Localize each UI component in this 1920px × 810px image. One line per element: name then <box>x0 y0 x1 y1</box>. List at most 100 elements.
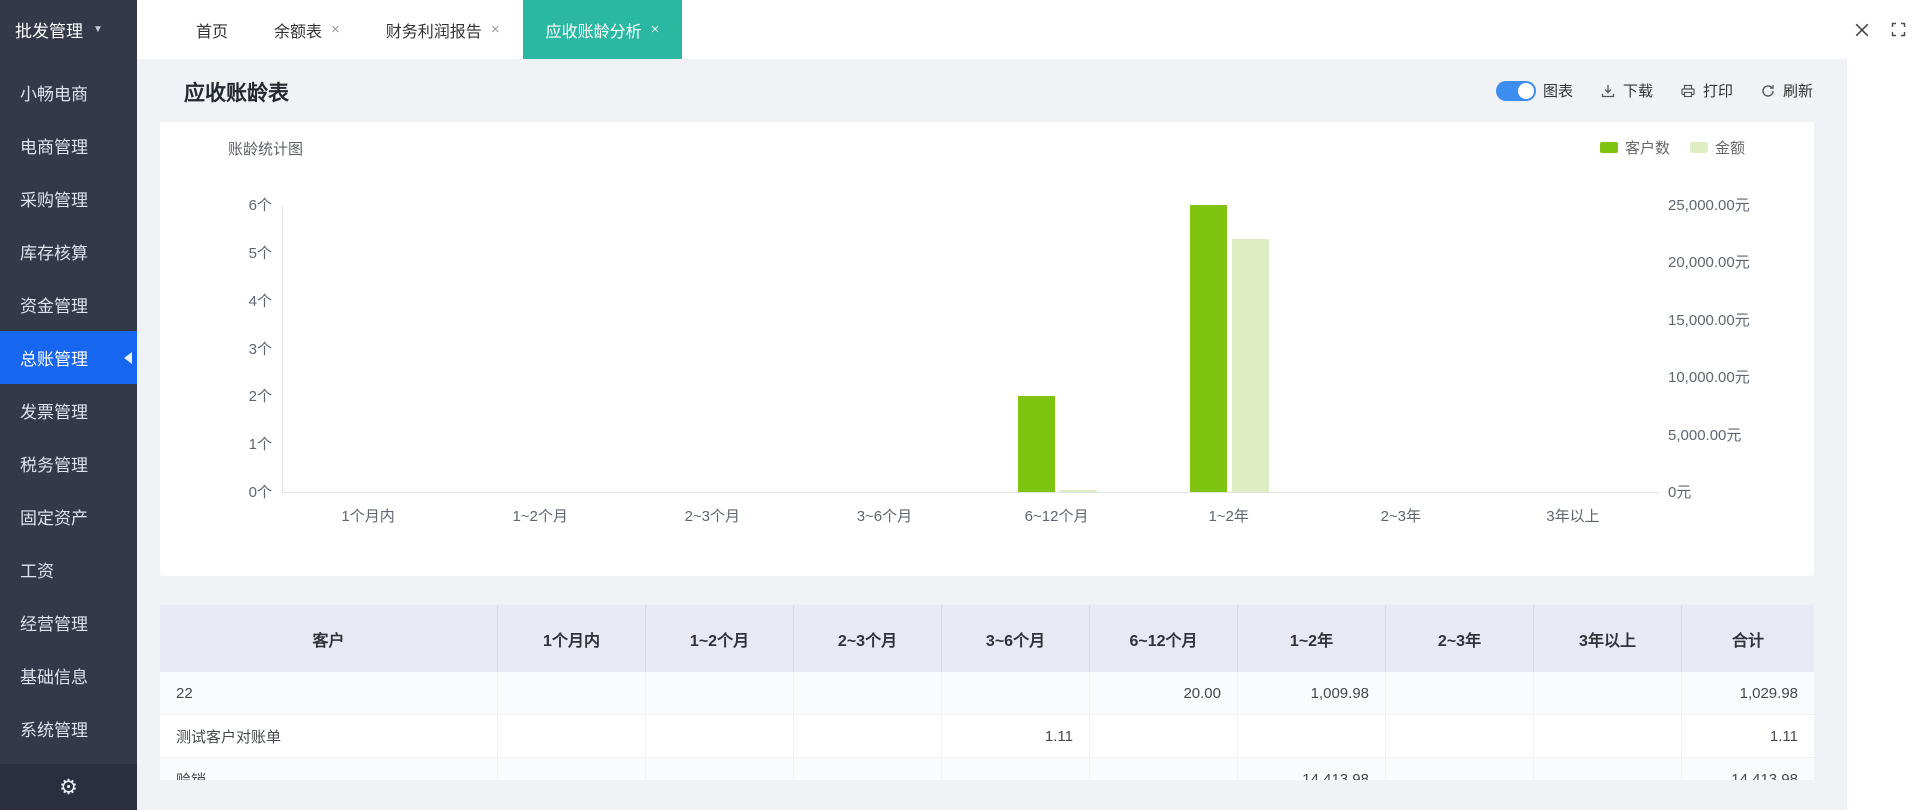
y-axis-tick-left: 3个 <box>248 340 272 358</box>
sidebar-item-label: 基础信息 <box>20 668 88 687</box>
sidebar-item-operations-mgmt[interactable]: 经营管理 <box>0 596 137 649</box>
chart-bar-customer-count <box>1190 205 1228 492</box>
table-cell: 22 <box>160 672 498 714</box>
table-cell <box>1534 672 1682 714</box>
print-button[interactable]: 打印 <box>1680 80 1733 101</box>
sidebar-item-label: 工资 <box>20 562 54 581</box>
table-row[interactable]: 赊销 14,413.98 14,413.98 <box>160 758 1814 780</box>
table-cell <box>1090 758 1238 780</box>
sidebar-item-fixed-assets[interactable]: 固定资产 <box>0 490 137 543</box>
table-cell <box>498 672 646 714</box>
caret-left-icon <box>124 351 132 364</box>
chart-bar-amount <box>1232 239 1270 492</box>
tab-profit-report[interactable]: 财务利润报告 × <box>363 0 523 59</box>
table-header-cell: 1~2年 <box>1238 605 1386 672</box>
table-header-cell: 2~3年 <box>1386 605 1534 672</box>
y-axis-tick-left: 5个 <box>248 244 272 262</box>
sidebar-item-purchase-mgmt[interactable]: 采购管理 <box>0 172 137 225</box>
table-header-cell: 3~6个月 <box>942 605 1090 672</box>
toolbar: 图表 下载 打印 刷新 <box>1495 59 1813 122</box>
download-icon <box>1600 83 1616 99</box>
chart-view-toggle-group: 图表 <box>1495 80 1573 101</box>
workspace-label: 批发管理 <box>15 21 83 41</box>
page-title: 应收账龄表 <box>184 82 289 105</box>
print-label: 打印 <box>1702 83 1733 100</box>
tab-bar: 首页 余额表 × 财务利润报告 × 应收账龄分析 × <box>137 0 1920 59</box>
sidebar-item-label: 采购管理 <box>20 191 88 210</box>
main-content: 应收账龄表 图表 下载 打印 刷新 <box>137 59 1847 810</box>
sidebar-item-funds-mgmt[interactable]: 资金管理 <box>0 278 137 331</box>
legend-item-customer-count[interactable]: 客户数 <box>1599 137 1670 158</box>
sidebar-footer: ⚙ <box>0 764 137 810</box>
refresh-label: 刷新 <box>1782 83 1813 100</box>
x-axis-label: 2~3年 <box>1380 508 1422 525</box>
table-row[interactable]: 测试客户对账单 1.11 1.11 <box>160 715 1814 758</box>
refresh-button[interactable]: 刷新 <box>1760 80 1813 101</box>
aging-chart-card: 账龄统计图 客户数 金额 0个 1个 2个 3个 4个 5个 6个 0元 5,000.00元 10,… <box>160 122 1814 576</box>
table-cell: 测试客户对账单 <box>160 715 498 757</box>
tab-close-icon[interactable]: × <box>331 21 340 38</box>
refresh-icon <box>1760 83 1776 99</box>
tabbar-actions <box>1855 0 1906 59</box>
sidebar-item-label: 发票管理 <box>20 403 88 422</box>
sidebar-item-ecommerce-mgmt[interactable]: 电商管理 <box>0 119 137 172</box>
sidebar-item-xiaochang-ecommerce[interactable]: 小畅电商 <box>0 66 137 119</box>
table-cell: 14,413.98 <box>1731 770 1798 781</box>
legend-swatch <box>1599 142 1618 153</box>
y-axis-tick-left: 4个 <box>248 292 272 310</box>
chart-legend: 客户数 金额 <box>1599 137 1745 158</box>
tab-close-icon[interactable]: × <box>490 21 500 38</box>
gear-icon[interactable]: ⚙ <box>59 775 78 799</box>
table-header-row: 客户 1个月内 1~2个月 2~3个月 3~6个月 6~12个月 1~2年 2~3年 3年以上 合… <box>160 605 1814 672</box>
sidebar-item-inventory-accounting[interactable]: 库存核算 <box>0 225 137 278</box>
table-cell: 14,413.98 <box>1238 758 1386 780</box>
tab-close-icon[interactable]: × <box>650 21 660 38</box>
table-cell <box>498 715 646 757</box>
workspace-switcher[interactable]: 批发管理 ▼ <box>0 0 137 58</box>
download-label: 下载 <box>1622 83 1653 100</box>
print-icon <box>1680 83 1696 99</box>
table-cell <box>1090 715 1238 757</box>
table-cell <box>498 758 646 780</box>
chart-bar-amount <box>1060 490 1098 492</box>
close-icon[interactable] <box>1855 23 1869 37</box>
tab-home[interactable]: 首页 <box>173 0 251 59</box>
tab-aging-analysis[interactable]: 应收账龄分析 × <box>522 0 683 59</box>
table-cell <box>646 672 794 714</box>
table-cell <box>1534 715 1682 757</box>
table-cell <box>1534 758 1682 780</box>
sidebar-item-label: 电商管理 <box>20 138 88 157</box>
chart-plot-area <box>282 205 1659 493</box>
sidebar-item-label: 固定资产 <box>20 509 88 528</box>
sidebar-item-system-mgmt[interactable]: 系统管理 <box>0 702 137 755</box>
legend-item-amount[interactable]: 金额 <box>1689 137 1745 158</box>
sidebar-item-payroll[interactable]: 工资 <box>0 543 137 596</box>
sidebar-item-invoice-mgmt[interactable]: 发票管理 <box>0 384 137 437</box>
table-cell <box>794 672 942 714</box>
sidebar-item-label: 税务管理 <box>20 456 88 475</box>
table-cell <box>942 672 1090 714</box>
table-row[interactable]: 22 20.00 1,009.98 1,029.98 <box>160 672 1814 715</box>
tab-balance-sheet[interactable]: 余额表 × <box>251 0 363 59</box>
sidebar: 批发管理 ▼ 小畅电商电商管理采购管理库存核算 资金管理总账管理发票管理税务管理固… <box>0 0 137 810</box>
table-header-cell: 6~12个月 <box>1090 605 1238 672</box>
table-body: 22 20.00 1,009.98 1,029.98 测试客户对账单 1.11 1.11 赊销… <box>160 672 1814 780</box>
table-cell <box>942 758 1090 780</box>
table-cell <box>1238 715 1386 757</box>
aging-table: 客户 1个月内 1~2个月 2~3个月 3~6个月 6~12个月 1~2年 2~3年 3年以上 合… <box>160 605 1814 780</box>
x-axis-label: 1~2个月 <box>512 508 568 525</box>
chart-toggle[interactable] <box>1495 80 1536 101</box>
chart-bar-customer-count <box>1018 396 1056 492</box>
sidebar-item-tax-mgmt[interactable]: 税务管理 <box>0 437 137 490</box>
fullscreen-icon[interactable] <box>1891 22 1906 37</box>
download-button[interactable]: 下载 <box>1600 80 1653 101</box>
table-header-cell: 1~2个月 <box>646 605 794 672</box>
toggle-knob <box>1517 82 1534 99</box>
x-axis-label: 3~6个月 <box>856 508 913 525</box>
sidebar-item-general-ledger[interactable]: 总账管理 <box>0 331 137 384</box>
sidebar-item-basic-info[interactable]: 基础信息 <box>0 649 137 702</box>
y-axis-tick-left: 0个 <box>248 484 272 501</box>
sidebar-item-label: 总账管理 <box>20 350 88 369</box>
table-cell <box>1386 715 1534 757</box>
table-cell: 1,029.98 <box>1739 684 1798 702</box>
